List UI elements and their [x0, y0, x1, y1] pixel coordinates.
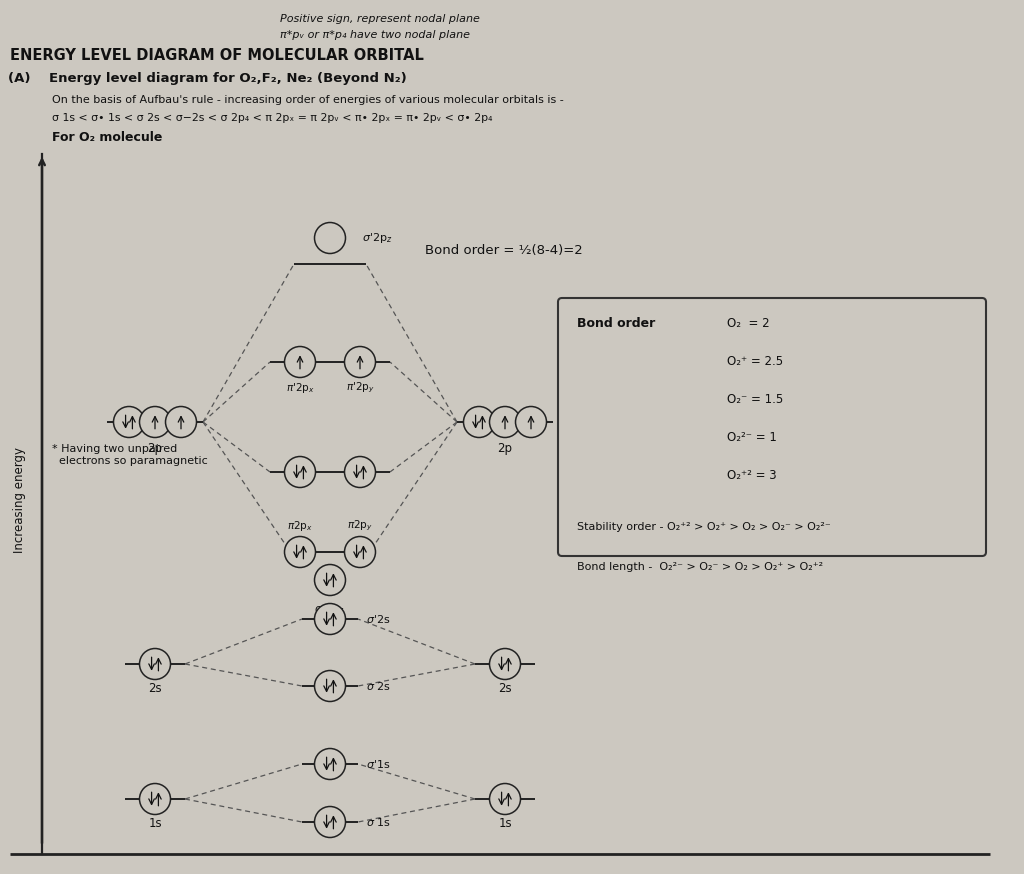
Text: Bond order = ½(8-4)=2: Bond order = ½(8-4)=2 — [425, 244, 583, 257]
Circle shape — [139, 406, 171, 438]
Text: 2s: 2s — [499, 682, 512, 695]
Text: O₂²⁻ = 1: O₂²⁻ = 1 — [727, 431, 777, 444]
Text: 2p: 2p — [498, 442, 512, 455]
Circle shape — [489, 783, 520, 815]
Circle shape — [344, 537, 376, 567]
Text: Bond order: Bond order — [577, 317, 655, 330]
Text: $\pi$2p$_y$: $\pi$2p$_y$ — [347, 518, 373, 533]
Text: 1s: 1s — [499, 817, 512, 830]
Text: $\pi$'2p$_y$: $\pi$'2p$_y$ — [346, 381, 375, 395]
Text: ENERGY LEVEL DIAGRAM OF MOLECULAR ORBITAL: ENERGY LEVEL DIAGRAM OF MOLECULAR ORBITA… — [10, 48, 424, 63]
Text: 2s: 2s — [148, 682, 162, 695]
Text: $\sigma$ 2s: $\sigma$ 2s — [366, 680, 391, 692]
Text: Increasing energy: Increasing energy — [13, 447, 27, 553]
Text: $\sigma$'1s: $\sigma$'1s — [366, 758, 390, 770]
Circle shape — [314, 748, 345, 780]
Text: O₂⁺² = 3: O₂⁺² = 3 — [727, 469, 776, 482]
Text: $\pi$2p$_x$: $\pi$2p$_x$ — [287, 519, 313, 533]
Circle shape — [464, 406, 495, 438]
Text: Positive sign, represent nodal plane: Positive sign, represent nodal plane — [280, 14, 480, 24]
Circle shape — [344, 346, 376, 378]
Circle shape — [114, 406, 144, 438]
Text: $\sigma$ 2p$_z$: $\sigma$ 2p$_z$ — [314, 602, 345, 616]
Text: For O₂ molecule: For O₂ molecule — [52, 131, 163, 144]
Text: Stability order - O₂⁺² > O₂⁺ > O₂ > O₂⁻ > O₂²⁻: Stability order - O₂⁺² > O₂⁺ > O₂ > O₂⁻ … — [577, 522, 830, 532]
Text: π*pᵥ or π*p₄ have two nodal plane: π*pᵥ or π*p₄ have two nodal plane — [280, 30, 470, 40]
Text: $\sigma$'2p$_z$: $\sigma$'2p$_z$ — [362, 231, 392, 245]
Text: $\sigma$'2s: $\sigma$'2s — [366, 613, 390, 625]
Circle shape — [314, 670, 345, 702]
Text: O₂⁺ = 2.5: O₂⁺ = 2.5 — [727, 355, 783, 368]
Text: σ 1s < σ• 1s < σ 2s < σ−2s < σ 2p₄ < π 2pₓ = π 2pᵥ < π• 2pₓ = π• 2pᵥ < σ• 2p₄: σ 1s < σ• 1s < σ 2s < σ−2s < σ 2p₄ < π 2… — [52, 113, 493, 123]
Circle shape — [314, 565, 345, 595]
Circle shape — [515, 406, 547, 438]
Circle shape — [314, 604, 345, 635]
Circle shape — [139, 783, 171, 815]
Circle shape — [489, 649, 520, 679]
Circle shape — [166, 406, 197, 438]
Text: $\sigma$ 1s: $\sigma$ 1s — [366, 816, 391, 828]
Circle shape — [489, 406, 520, 438]
FancyBboxPatch shape — [558, 298, 986, 556]
Text: O₂  = 2: O₂ = 2 — [727, 317, 770, 330]
Text: 2p: 2p — [147, 442, 163, 455]
Text: On the basis of Aufbau's rule - increasing order of energies of various molecula: On the basis of Aufbau's rule - increasi… — [52, 95, 564, 105]
Text: O₂⁻ = 1.5: O₂⁻ = 1.5 — [727, 393, 783, 406]
Circle shape — [314, 223, 345, 253]
Circle shape — [285, 537, 315, 567]
Circle shape — [285, 346, 315, 378]
Text: 1s: 1s — [148, 817, 162, 830]
Circle shape — [344, 456, 376, 488]
Circle shape — [285, 456, 315, 488]
Text: (A)    Energy level diagram for O₂,F₂, Ne₂ (Beyond N₂): (A) Energy level diagram for O₂,F₂, Ne₂ … — [8, 72, 407, 85]
Text: $\pi$'2p$_x$: $\pi$'2p$_x$ — [286, 381, 314, 395]
Circle shape — [139, 649, 171, 679]
Circle shape — [314, 807, 345, 837]
Text: * Having two unpaired
  electrons so paramagnetic: * Having two unpaired electrons so param… — [52, 444, 208, 466]
Text: Bond length -  O₂²⁻ > O₂⁻ > O₂ > O₂⁺ > O₂⁺²: Bond length - O₂²⁻ > O₂⁻ > O₂ > O₂⁺ > O₂… — [577, 562, 823, 572]
